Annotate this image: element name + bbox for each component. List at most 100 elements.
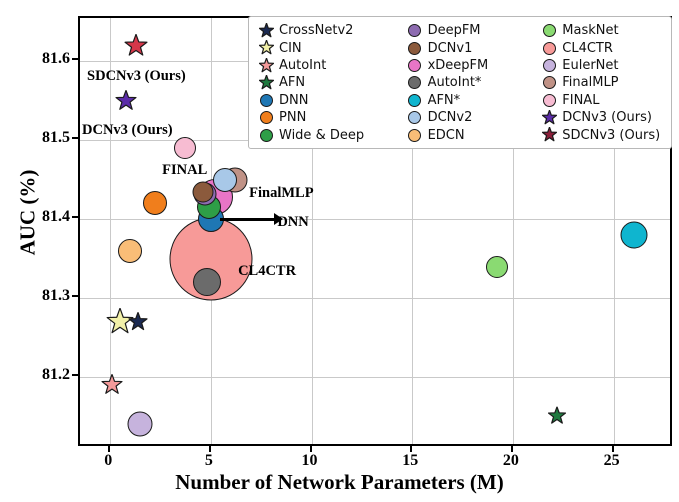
gridline-horizontal — [80, 298, 670, 300]
legend-item-afn[interactable]: AFN — [253, 74, 402, 91]
data-point-sdcnv3-ours — [124, 33, 148, 58]
legend-item-cin[interactable]: CIN — [253, 39, 402, 56]
legend-item-label: CL4CTR — [562, 40, 613, 56]
x-tick-label: 5 — [204, 452, 213, 469]
legend-item-label: EDCN — [427, 127, 465, 143]
legend-item-label: Wide & Deep — [279, 127, 365, 143]
legend-item-wide-deep[interactable]: Wide & Deep — [253, 127, 402, 144]
circle-marker-icon — [536, 24, 562, 38]
legend-column-2: DeepFM DCNv1 xDeepFM AutoInt* AFN* DCNv2 EDCN — [402, 22, 537, 144]
legend-item-autoint[interactable]: AutoInt — [253, 57, 402, 74]
x-axis-label: Number of Network Parameters (M) — [175, 470, 504, 494]
y-tick-label: 81.6 — [42, 50, 70, 68]
circle-marker-icon — [402, 59, 428, 73]
legend-item-label: PNN — [279, 110, 307, 126]
legend-item-final[interactable]: FINAL — [536, 92, 667, 109]
legend-item-autoint[interactable]: AutoInt* — [402, 74, 537, 91]
legend-item-label: EulerNet — [562, 58, 619, 74]
gridline-horizontal — [80, 219, 670, 221]
data-point-final — [173, 137, 196, 160]
legend[interactable]: CrossNetv2 CIN AutoInt AFN DNN PNN Wide & Deep… — [248, 16, 672, 149]
circle-marker-icon — [253, 93, 279, 107]
legend-item-masknet[interactable]: MaskNet — [536, 22, 667, 39]
legend-item-xdeepfm[interactable]: xDeepFM — [402, 57, 537, 74]
circle-marker-icon — [536, 59, 562, 73]
annotation-dnn: DNN — [277, 213, 309, 230]
data-point-pnn — [142, 191, 167, 216]
y-tick-label: 81.2 — [42, 365, 70, 383]
legend-item-label: DCNv2 — [427, 110, 473, 126]
legend-column-1: CrossNetv2 CIN AutoInt AFN DNN PNN Wide & Deep — [253, 22, 402, 144]
legend-column-3: MaskNet CL4CTR EulerNet FinalMLP FINAL DCNv3 … — [536, 22, 667, 144]
data-point-eulernet — [127, 411, 153, 437]
x-tick — [309, 446, 312, 452]
circle-marker-icon — [402, 24, 428, 38]
y-tick — [72, 137, 78, 140]
data-point-afn — [548, 407, 567, 426]
gridline-vertical — [613, 18, 615, 444]
circle-marker-icon — [536, 76, 562, 90]
legend-item-edcn[interactable]: EDCN — [402, 127, 537, 144]
data-point-dcnv3-ours — [115, 89, 137, 112]
x-tick — [510, 446, 513, 452]
circle-marker-icon — [402, 76, 428, 90]
legend-item-label: AFN — [279, 75, 306, 91]
annotation-final: FINAL — [162, 162, 208, 179]
data-point-dcnv2 — [212, 167, 237, 192]
star-marker-icon — [253, 57, 279, 74]
x-tick — [108, 446, 111, 452]
legend-item-sdcnv3-ours[interactable]: SDCNv3 (Ours) — [536, 127, 667, 144]
legend-item-afn[interactable]: AFN* — [402, 92, 537, 109]
legend-item-label: DCNv1 — [427, 40, 473, 56]
data-point-autoint — [101, 373, 123, 396]
legend-columns: CrossNetv2 CIN AutoInt AFN DNN PNN Wide & Deep… — [253, 22, 667, 144]
star-marker-icon — [253, 40, 279, 56]
legend-item-dcnv3-ours[interactable]: DCNv3 (Ours) — [536, 109, 667, 126]
annotation-cl4ctr: CL4CTR — [238, 262, 297, 279]
y-tick — [72, 216, 78, 219]
y-tick — [72, 373, 78, 376]
x-tick-label: 10 — [301, 452, 318, 469]
annotation-dcnv3: DCNv3 (Ours) — [82, 122, 173, 139]
legend-item-label: FINAL — [562, 92, 600, 108]
dnn-annotation-arrowhead — [274, 213, 284, 226]
legend-item-eulernet[interactable]: EulerNet — [536, 57, 667, 74]
circle-marker-icon — [402, 128, 428, 142]
legend-item-dnn[interactable]: DNN — [253, 92, 402, 109]
legend-item-crossnetv2[interactable]: CrossNetv2 — [253, 22, 402, 39]
legend-item-finalmlp[interactable]: FinalMLP — [536, 74, 667, 91]
legend-item-dcnv1[interactable]: DCNv1 — [402, 39, 537, 56]
legend-item-label: AFN* — [427, 92, 461, 108]
data-point-autoint — [192, 268, 221, 297]
circle-marker-icon — [253, 128, 279, 142]
circle-marker-icon — [402, 41, 428, 55]
x-tick-label: 25 — [603, 452, 620, 469]
legend-item-label: AutoInt* — [427, 75, 482, 91]
y-tick — [72, 58, 78, 61]
legend-item-label: DNN — [279, 92, 309, 108]
circle-marker-icon — [402, 93, 428, 107]
circle-marker-icon — [402, 111, 428, 125]
legend-item-label: DCNv3 (Ours) — [562, 110, 652, 126]
data-point-cin — [106, 307, 134, 336]
circle-marker-icon — [253, 111, 279, 125]
legend-item-pnn[interactable]: PNN — [253, 109, 402, 126]
legend-item-dcnv2[interactable]: DCNv2 — [402, 109, 537, 126]
x-tick — [208, 446, 211, 452]
gridline-vertical — [512, 18, 514, 444]
x-tick-label: 0 — [104, 452, 113, 469]
annotation-sdcnv3: SDCNv3 (Ours) — [87, 67, 186, 84]
legend-item-label: FinalMLP — [562, 75, 619, 91]
legend-item-label: CrossNetv2 — [279, 23, 354, 39]
legend-item-deepfm[interactable]: DeepFM — [402, 22, 537, 39]
legend-item-label: MaskNet — [562, 23, 619, 39]
data-point-masknet — [485, 255, 508, 278]
data-point-crossnetv2 — [128, 311, 148, 332]
legend-item-cl4ctr[interactable]: CL4CTR — [536, 39, 667, 56]
y-tick-label: 81.4 — [42, 208, 70, 226]
x-tick — [410, 446, 413, 452]
data-point-dcnv1 — [192, 181, 214, 203]
x-tick — [611, 446, 614, 452]
gridline-horizontal — [80, 376, 670, 378]
